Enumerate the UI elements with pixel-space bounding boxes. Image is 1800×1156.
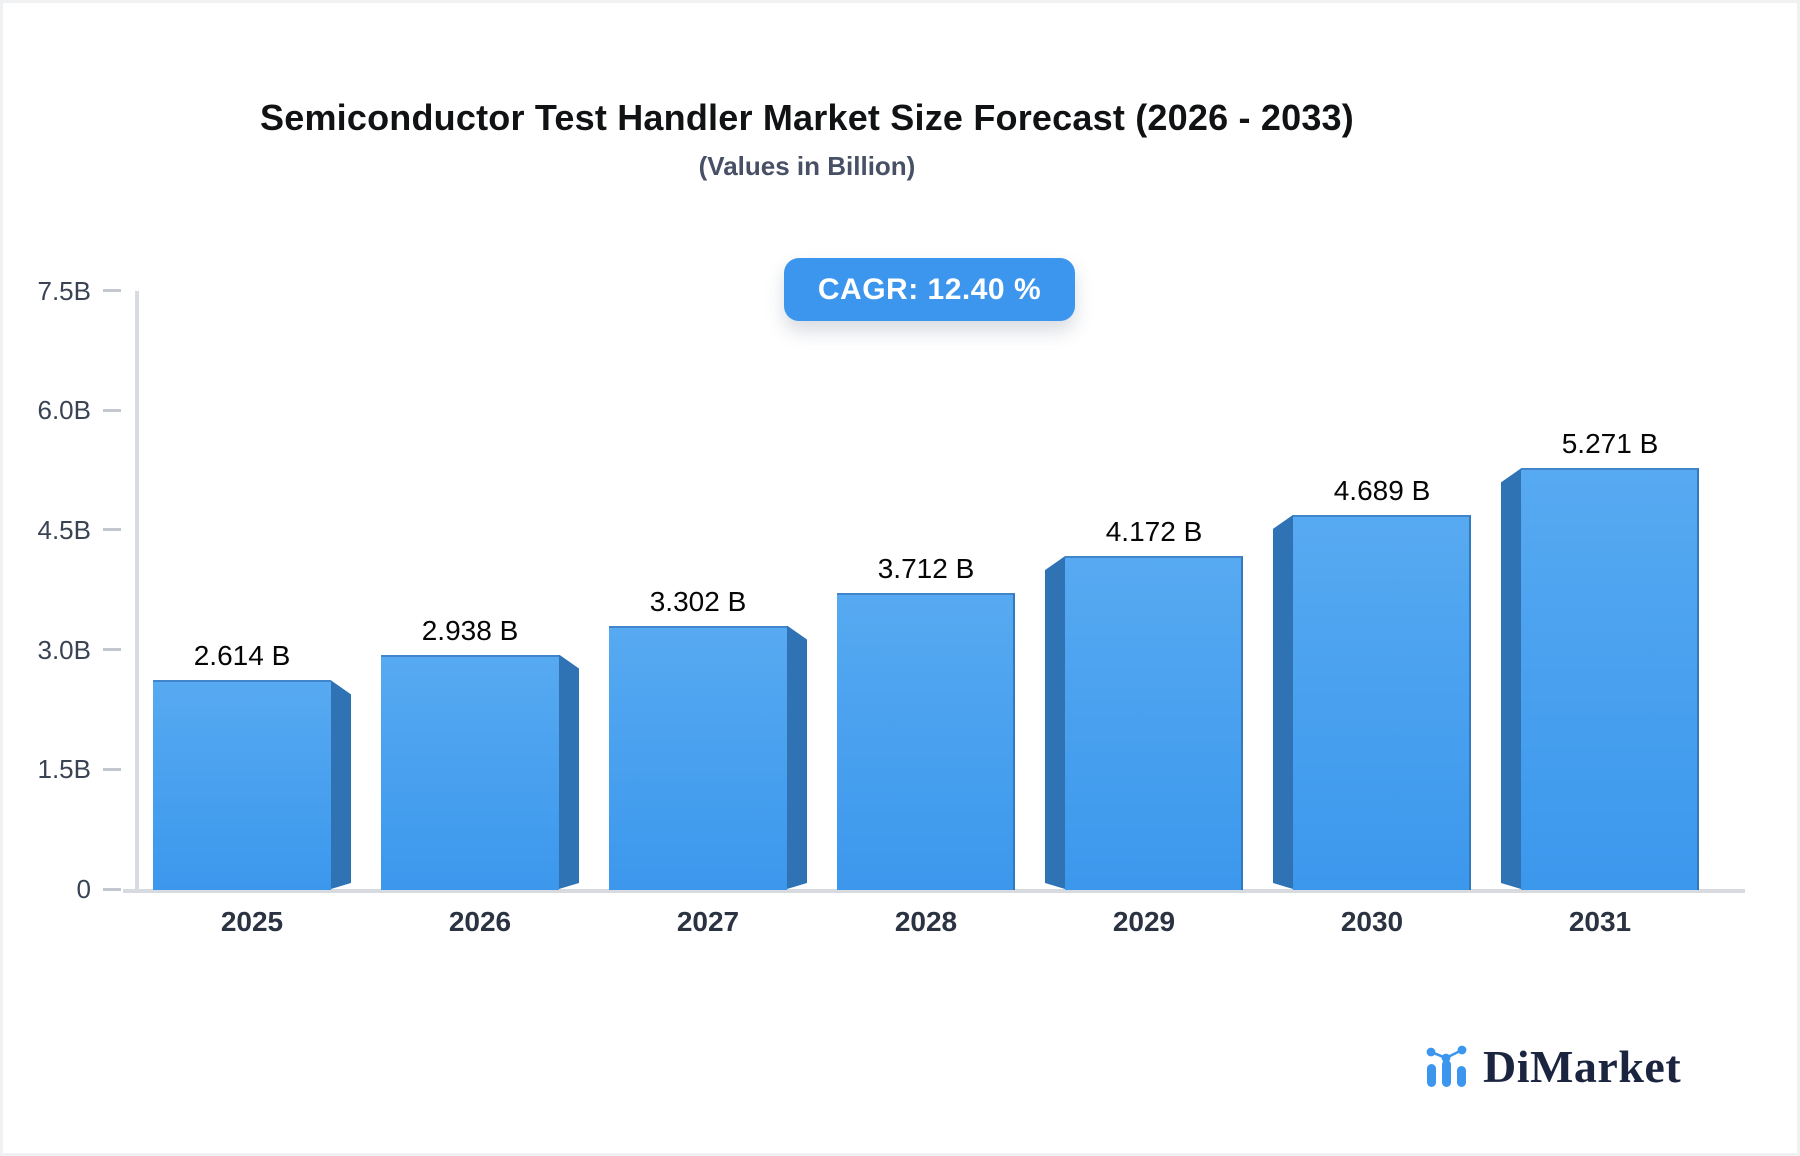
x-axis-label-2027: 2027 xyxy=(676,906,740,937)
x-axis-label-2028: 2028 xyxy=(894,906,958,937)
bar-2031[interactable] xyxy=(1521,468,1699,890)
bar-3d-side-2029 xyxy=(1045,556,1065,889)
x-axis-label-2025: 2025 xyxy=(220,906,284,937)
x-axis-label-2031: 2031 xyxy=(1568,906,1632,937)
dimarket-chart-icon xyxy=(1426,1045,1467,1087)
bar-3d-side-2025 xyxy=(331,680,351,889)
x-axis-label-2029: 2029 xyxy=(1112,906,1176,937)
y-tick-label: 1.5B xyxy=(37,754,92,785)
y-tick-label: 6.0B xyxy=(37,395,92,426)
bar-3d-side-2031 xyxy=(1501,468,1521,889)
bar-2025[interactable] xyxy=(153,680,331,890)
x-axis-label-2030: 2030 xyxy=(1340,906,1404,937)
y-axis-line xyxy=(135,291,139,889)
x-axis-label-2026: 2026 xyxy=(448,906,512,937)
chart-subtitle: (Values in Billion) xyxy=(698,151,916,181)
bar-value-label: 4.689 B xyxy=(1333,474,1431,506)
bar-3d-side-2027 xyxy=(787,626,807,889)
bar-2026[interactable] xyxy=(381,654,559,890)
bar-2029[interactable] xyxy=(1065,556,1243,890)
y-tick-label: 3.0B xyxy=(37,634,92,665)
y-tick-mark xyxy=(103,289,121,292)
y-tick-label: 0 xyxy=(76,874,91,904)
bar-value-label: 2.614 B xyxy=(193,640,291,672)
bar-3d-side-2026 xyxy=(559,655,579,889)
y-tick-label: 7.5B xyxy=(37,275,92,306)
bar-3d-side-2030 xyxy=(1273,515,1293,889)
chart-title: Semiconductor Test Handler Market Size F… xyxy=(260,97,1354,138)
y-tick-label: 4.5B xyxy=(37,514,92,545)
bar-2030[interactable] xyxy=(1293,514,1471,890)
y-tick-mark xyxy=(103,767,121,771)
bar-value-label: 2.938 B xyxy=(421,614,519,646)
bar-value-label: 4.172 B xyxy=(1105,516,1203,548)
cagr-badge: CAGR: 12.40 % xyxy=(784,258,1075,321)
brand-logo: DiMarket xyxy=(1425,1043,1681,1091)
y-tick-mark xyxy=(103,887,121,891)
y-tick-mark xyxy=(103,408,121,412)
y-tick-mark xyxy=(103,528,121,532)
x-axis-line xyxy=(123,889,1745,893)
bar-2028[interactable] xyxy=(837,592,1015,890)
bar-value-label: 5.271 B xyxy=(1561,428,1659,460)
bar-value-label: 3.712 B xyxy=(877,552,975,584)
bar-value-label: 3.302 B xyxy=(649,585,747,617)
brand-name: DiMarket xyxy=(1483,1041,1682,1092)
y-tick-mark xyxy=(103,648,121,652)
bar-2027[interactable] xyxy=(609,625,787,890)
